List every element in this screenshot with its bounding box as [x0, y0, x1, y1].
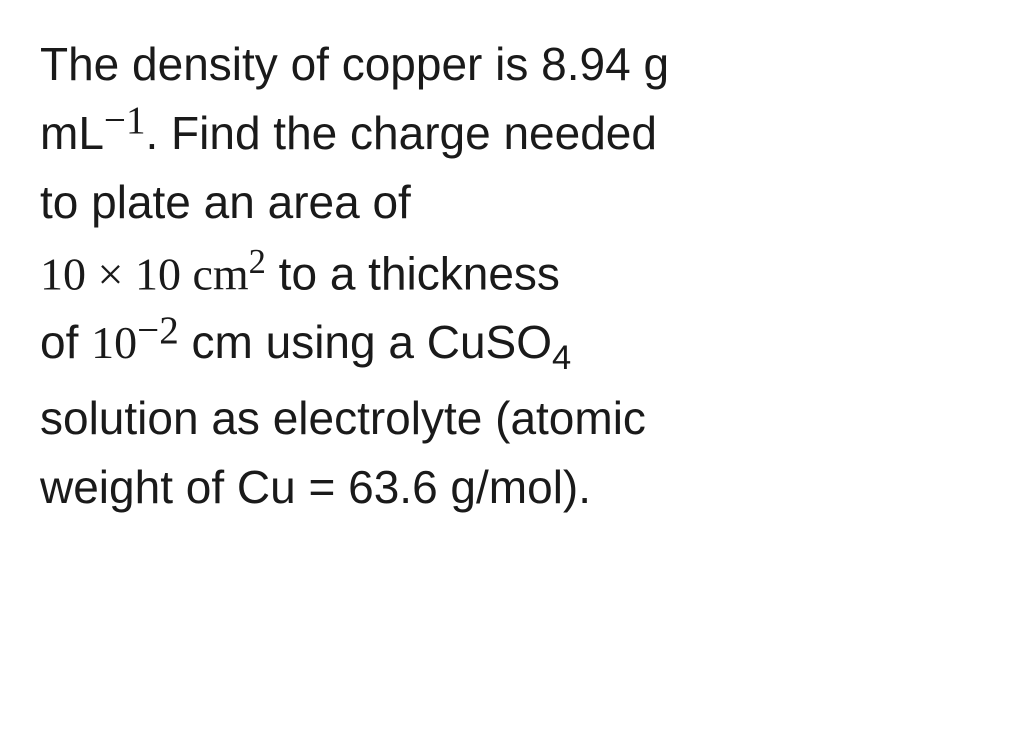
line7-text: weight of Cu = 63.6 g/mol). — [40, 461, 591, 513]
line2-rest: . Find the charge needed — [145, 107, 656, 159]
line-3: to plate an area of — [40, 168, 984, 237]
exponent-neg1: −1 — [104, 99, 146, 142]
ten-base: 10 — [91, 317, 137, 368]
line3-text: to plate an area of — [40, 176, 411, 228]
line5-of: of — [40, 316, 91, 368]
line-6: solution as electrolyte (atomic — [40, 384, 984, 453]
line-2: mL−1. Find the charge needed — [40, 99, 984, 168]
line-4: 10 × 10 cm2 to a thickness — [40, 237, 984, 308]
problem-text: The density of copper is 8.94 g mL−1. Fi… — [40, 30, 984, 522]
line-1: The density of copper is 8.94 g — [40, 30, 984, 99]
line6-text: solution as electrolyte (atomic — [40, 392, 646, 444]
line4-rest: to a thickness — [266, 247, 560, 299]
line-5: of 10−2 cm using a CuSO4 — [40, 308, 984, 384]
line5-rest: cm using a CuSO — [179, 316, 552, 368]
exponent-neg2: −2 — [137, 309, 179, 352]
subscript-4: 4 — [552, 339, 571, 377]
area-expression: 10 × 10 cm — [40, 248, 249, 299]
unit-ml: mL — [40, 107, 104, 159]
line-7: weight of Cu = 63.6 g/mol). — [40, 453, 984, 522]
line1-text: The density of copper is 8.94 g — [40, 38, 669, 90]
squared-exponent: 2 — [249, 243, 266, 281]
